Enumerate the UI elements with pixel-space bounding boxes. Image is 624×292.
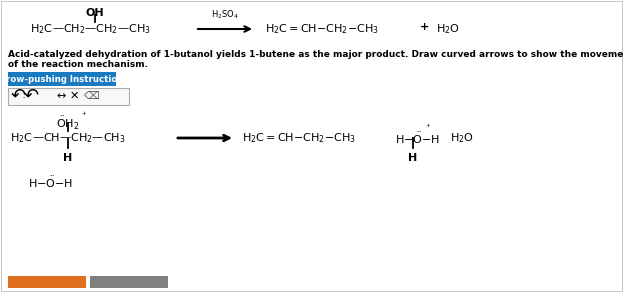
Text: $\mathsf{H_2O}$: $\mathsf{H_2O}$ (450, 131, 474, 145)
Text: ⌫: ⌫ (84, 91, 100, 101)
Text: $\mathsf{—CH—CH_2—CH_3}$: $\mathsf{—CH—CH_2—CH_3}$ (32, 131, 125, 145)
Text: $\mathsf{H_2C}$: $\mathsf{H_2C}$ (30, 22, 53, 36)
Text: $\mathsf{H_2C}$: $\mathsf{H_2C}$ (10, 131, 33, 145)
Text: Arrow-pushing Instructions: Arrow-pushing Instructions (0, 74, 129, 84)
Text: +: + (420, 22, 429, 32)
Text: ↔: ↔ (56, 91, 66, 101)
Text: ..: .. (22, 95, 26, 100)
Text: of the reaction mechanism.: of the reaction mechanism. (8, 60, 148, 69)
Text: $\mathsf{H_2O}$: $\mathsf{H_2O}$ (436, 22, 460, 36)
Bar (8, 72, 116, 86)
Text: $\mathsf{^+}$: $\mathsf{^+}$ (80, 111, 87, 120)
Text: $\mathsf{\ddot{O}H_2}$: $\mathsf{\ddot{O}H_2}$ (56, 115, 80, 132)
Text: $\mathsf{H_2SO_4}$: $\mathsf{H_2SO_4}$ (211, 8, 239, 21)
Text: OH: OH (85, 8, 104, 18)
Bar (8, 276, 86, 288)
Text: $\mathsf{—CH_2—CH_2—CH_3}$: $\mathsf{—CH_2—CH_2—CH_3}$ (52, 22, 151, 36)
Text: ✕: ✕ (70, 91, 79, 101)
Text: $\mathsf{^+}$: $\mathsf{^+}$ (424, 123, 431, 132)
Text: $\mathsf{H_2C{=}CH{-}CH_2{-}CH_3}$: $\mathsf{H_2C{=}CH{-}CH_2{-}CH_3}$ (242, 131, 356, 145)
FancyBboxPatch shape (7, 88, 129, 105)
Text: ↶: ↶ (11, 87, 26, 105)
Text: Acid-catalyzed dehydration of 1-butanol yields 1-butene as the major product. Dr: Acid-catalyzed dehydration of 1-butanol … (8, 50, 624, 59)
Text: $\mathsf{H{-}\ddot{O}{-}H}$: $\mathsf{H{-}\ddot{O}{-}H}$ (395, 131, 440, 146)
Text: H: H (408, 153, 417, 163)
Text: ↶: ↶ (24, 87, 39, 105)
Text: H: H (64, 153, 72, 163)
Text: $\mathsf{H{-}\ddot{O}{-}H}$: $\mathsf{H{-}\ddot{O}{-}H}$ (28, 175, 73, 190)
Text: $\mathsf{H_2C{=}CH{-}CH_2{-}CH_3}$: $\mathsf{H_2C{=}CH{-}CH_2{-}CH_3}$ (265, 22, 379, 36)
Bar (90, 276, 168, 288)
